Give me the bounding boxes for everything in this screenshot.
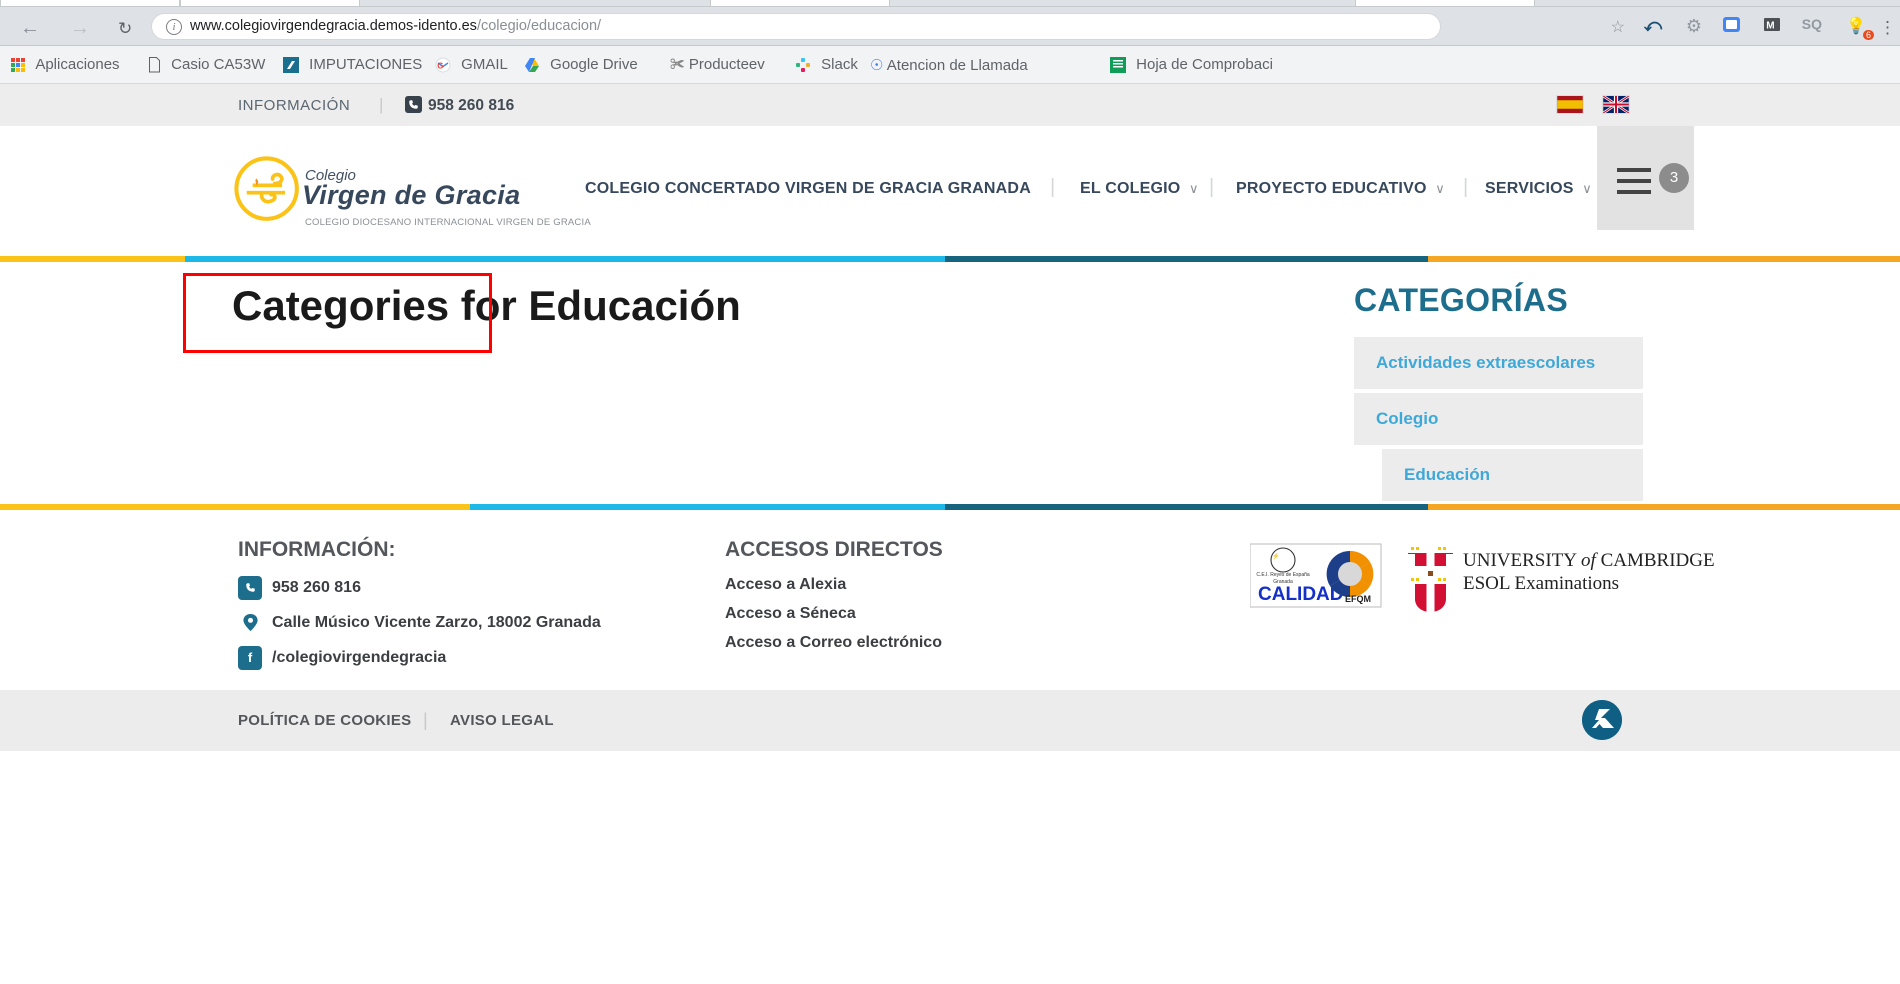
svg-text:C.E.I. Reyes de España: C.E.I. Reyes de España <box>1256 572 1310 578</box>
svg-text:UNIVERSITY of CAMBRIDGE: UNIVERSITY of CAMBRIDGE <box>1463 550 1715 571</box>
svg-text:M: M <box>1766 21 1774 32</box>
svg-text:EFQM: EFQM <box>1345 594 1371 604</box>
svg-text:⚡: ⚡ <box>1272 552 1279 560</box>
svg-text:ESOL Examinations: ESOL Examinations <box>1463 573 1619 594</box>
svg-text:G: G <box>437 62 443 71</box>
svg-text:CALIDAD: CALIDAD <box>1258 584 1344 605</box>
